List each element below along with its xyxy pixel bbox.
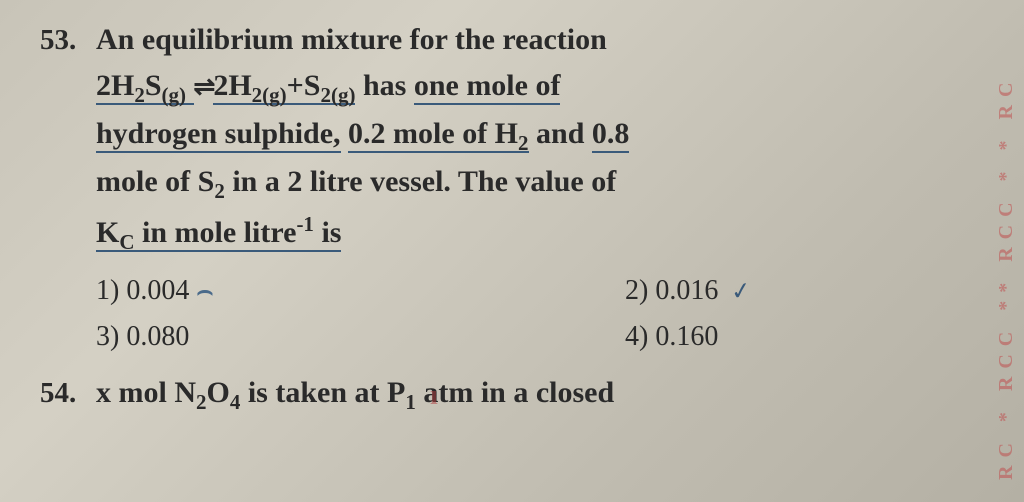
option-1: 1) 0.004 ⌢ bbox=[96, 275, 405, 307]
option-3-text: 3) 0.080 bbox=[96, 321, 189, 352]
eq-sub: 2(g) bbox=[252, 83, 287, 107]
question-53: 53. An equilibrium mixture for the react… bbox=[40, 18, 934, 353]
text-has: has bbox=[363, 69, 414, 102]
tick-icon: ✓ bbox=[729, 276, 753, 308]
q54-text: x mol N2O4 is taken at P1 atm in a close… bbox=[96, 371, 934, 417]
question-number: 53. bbox=[40, 19, 96, 61]
eq-sub: (g) bbox=[162, 83, 187, 107]
question-number: 54. bbox=[40, 372, 96, 414]
check-icon: ⌢ bbox=[196, 276, 213, 307]
equilibrium-arrow: ⇌ bbox=[194, 68, 214, 106]
eq-part: 2H bbox=[213, 69, 251, 102]
text-part: mole of S bbox=[96, 165, 214, 198]
eq-sub: 2 bbox=[134, 83, 145, 107]
sub-2: 2 bbox=[214, 179, 225, 203]
q53-text5: KC in mole litre-1 is bbox=[96, 209, 934, 257]
options-grid: 1) 0.004 ⌢ 2) 0.016 ✓ 3) 0.080 4) 0.160 bbox=[96, 275, 934, 353]
text-h2-amount: 0.2 mole of H2 bbox=[348, 117, 528, 153]
sub-c: C bbox=[119, 230, 134, 254]
text-part: is bbox=[314, 216, 342, 249]
sub-2: 2 bbox=[196, 390, 207, 414]
sub-1: 1 bbox=[405, 390, 416, 414]
q53-text4: mole of S2 in a 2 litre vessel. The valu… bbox=[96, 160, 934, 206]
text-one-mole: one mole of bbox=[414, 69, 561, 105]
option-2-text: 2) 0.016 bbox=[625, 275, 718, 306]
red-mark-icon: ı bbox=[430, 380, 438, 412]
text-part: in a 2 litre vessel. The value of bbox=[225, 165, 616, 198]
q53-text3: hydrogen sulphide, 0.2 mole of H2 and 0.… bbox=[96, 112, 934, 158]
eq-part: S bbox=[145, 69, 162, 102]
text-space bbox=[341, 117, 349, 150]
q53-text1: An equilibrium mixture for the reaction bbox=[96, 18, 934, 62]
q54-line1: 54. x mol N2O4 is taken at P1 atm in a c… bbox=[40, 371, 934, 417]
text-part: K bbox=[96, 216, 119, 249]
text-part: O bbox=[207, 376, 230, 409]
text-kc: KC in mole litre-1 is bbox=[96, 216, 341, 252]
eq-part: +S bbox=[287, 69, 321, 102]
text-part: 0.2 mole of H bbox=[348, 117, 518, 150]
q53-line1: 53. An equilibrium mixture for the react… bbox=[40, 18, 934, 62]
sub-4: 4 bbox=[230, 390, 241, 414]
text-hydrogen-sulphide: hydrogen sulphide, bbox=[96, 117, 341, 153]
q53-line4: mole of S2 in a 2 litre vessel. The valu… bbox=[96, 160, 934, 206]
text-part: is taken at P bbox=[240, 376, 405, 409]
option-2: 2) 0.016 ✓ bbox=[625, 275, 934, 307]
eq-part: 2H bbox=[96, 69, 134, 102]
q53-line5: KC in mole litre-1 is bbox=[96, 209, 934, 257]
eq-sub: 2(g) bbox=[320, 83, 355, 107]
text-and: and bbox=[529, 117, 592, 150]
q53-line3: hydrogen sulphide, 0.2 mole of H2 and 0.… bbox=[96, 112, 934, 158]
option-4-text: 4) 0.160 bbox=[625, 321, 718, 352]
q53-line2: 2H2S(g) ⇌2H2(g)+S2(g) has one mole of bbox=[96, 64, 934, 110]
text-part: atm in a closed bbox=[416, 376, 614, 409]
side-margin-text: RC * RCC ** RCC * * RC bbox=[995, 20, 1018, 480]
text-s2-amount: 0.8 bbox=[592, 117, 630, 153]
sub-2: 2 bbox=[518, 131, 529, 155]
equation-lhs: 2H2S(g) bbox=[96, 69, 194, 105]
q53-equation-line: 2H2S(g) ⇌2H2(g)+S2(g) has one mole of bbox=[96, 64, 934, 110]
text-part: in mole litre bbox=[135, 216, 297, 249]
text-part: x mol N bbox=[96, 376, 196, 409]
question-54: 54. x mol N2O4 is taken at P1 atm in a c… bbox=[40, 371, 934, 417]
option-1-text: 1) 0.004 bbox=[96, 275, 189, 306]
option-3: 3) 0.080 bbox=[96, 321, 405, 353]
option-4: 4) 0.160 bbox=[625, 321, 934, 353]
equation-rhs: 2H2(g)+S2(g) bbox=[213, 69, 355, 105]
sup-minus1: -1 bbox=[296, 212, 314, 236]
